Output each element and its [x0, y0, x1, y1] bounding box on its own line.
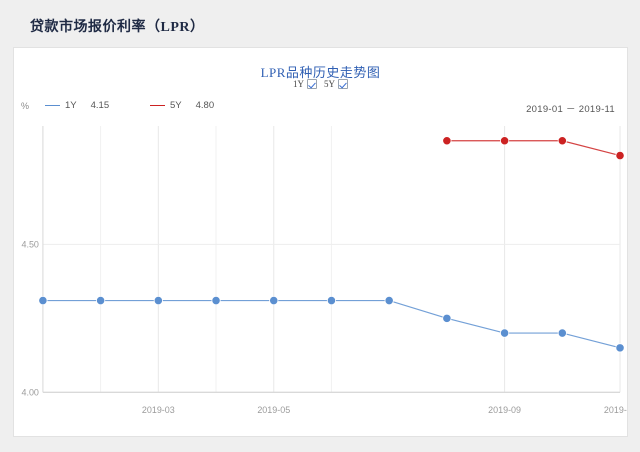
data-point-1y[interactable]	[269, 295, 279, 306]
series-toggle-5y[interactable]: 5Y	[324, 79, 348, 89]
series-toggle-1y-label: 1Y	[293, 79, 304, 89]
chart-title: LPR品种历史走势图	[260, 65, 381, 80]
grid-lines	[42, 125, 621, 393]
series-toggle-group: 1Y 5Y	[14, 79, 627, 89]
x-tick-labels: 2019-03 2019-05 2019-09 2019-11	[142, 405, 627, 415]
y-tick-label: 4.00	[21, 387, 38, 397]
plot-area: 4.00 4.50 2019-03 2019-05 2019-09 2019-11	[14, 118, 627, 436]
series-points	[38, 136, 625, 353]
legend-name-1y: 1Y	[65, 100, 77, 111]
legend-line-1y-icon	[45, 105, 60, 106]
data-point-5y[interactable]	[557, 136, 567, 146]
legend-item-5y[interactable]: 5Y 4.80	[150, 100, 214, 111]
y-tick-labels: 4.00 4.50	[21, 239, 38, 397]
series-toggle-1y[interactable]: 1Y	[293, 79, 317, 89]
line-chart-svg: 4.00 4.50 2019-03 2019-05 2019-09 2019-11	[21, 125, 627, 415]
data-point-1y[interactable]	[211, 295, 221, 306]
data-point-1y[interactable]	[384, 295, 394, 306]
data-point-1y[interactable]	[326, 295, 337, 306]
x-tick-label: 2019-09	[488, 405, 521, 415]
legend-item-1y[interactable]: 1Y 4.15	[45, 100, 109, 111]
page-title: 贷款市场报价利率（LPR）	[30, 20, 205, 35]
x-tick-label: 2019-03	[142, 405, 175, 415]
legend-line-5y-icon	[150, 105, 165, 106]
legend-value-1y: 4.15	[90, 100, 110, 111]
x-tick-label: 2019-11	[604, 405, 627, 415]
data-point-1y[interactable]	[153, 295, 163, 306]
data-point-5y[interactable]	[442, 136, 452, 146]
unit-label: %	[21, 101, 30, 111]
lpr-chart-card: LPR品种历史走势图 1Y 5Y % 1Y 4.15 5Y 4.80	[13, 47, 628, 437]
series-line-5y	[446, 140, 621, 157]
x-tick-label: 2019-05	[257, 405, 290, 415]
data-point-1y[interactable]	[500, 328, 510, 338]
y-tick-label: 4.50	[21, 239, 38, 249]
data-point-1y[interactable]	[615, 343, 625, 353]
data-point-1y[interactable]	[442, 313, 452, 323]
legend-value-5y: 4.80	[195, 100, 215, 111]
data-point-5y[interactable]	[615, 150, 625, 161]
axis-lines	[42, 125, 621, 393]
legend-row: % 1Y 4.15 5Y 4.80 2019-01 － 2019-11	[14, 98, 627, 118]
date-range-label: 2019-01 － 2019-11	[526, 104, 615, 115]
data-point-1y[interactable]	[96, 295, 106, 306]
data-point-1y[interactable]	[557, 328, 567, 338]
data-point-1y[interactable]	[38, 295, 48, 306]
checkbox-5y-icon[interactable]	[338, 79, 348, 89]
data-point-5y[interactable]	[500, 136, 510, 146]
legend-name-5y: 5Y	[170, 100, 182, 111]
checkbox-1y-icon[interactable]	[307, 79, 317, 89]
series-toggle-5y-label: 5Y	[324, 79, 335, 89]
